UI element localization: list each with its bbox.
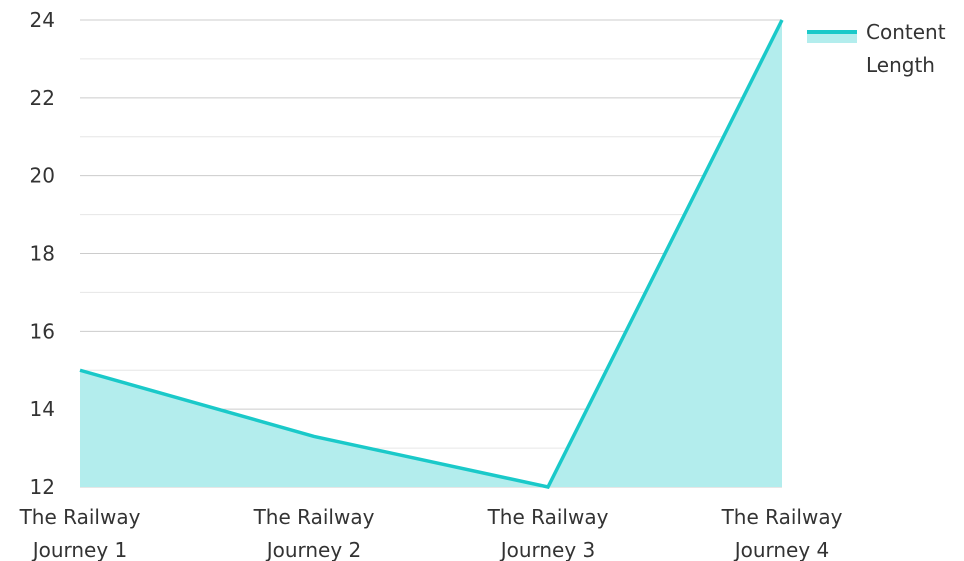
y-tick-label: 14 [30,397,55,421]
x-tick-label: Journey 3 [499,538,596,561]
x-tick-label: Journey 1 [31,538,128,561]
y-tick-label: 22 [30,86,55,110]
x-tick-label: The Railway [253,505,375,529]
x-tick-label: Journey 2 [265,538,362,561]
x-tick-label: The Railway [721,505,843,529]
y-tick-label: 16 [30,319,55,343]
y-axis: 24 22 20 18 16 14 12 [30,8,55,499]
x-tick-label: Journey 4 [733,538,830,561]
legend-label-line-1: Content [866,20,946,44]
series-line-content-length [79,19,784,489]
x-tick-label: The Railway [19,505,141,529]
legend: Content Length [807,20,946,77]
legend-swatch-fill [807,32,857,43]
y-tick-label: 12 [30,475,55,499]
y-tick-label: 18 [30,242,55,266]
y-tick-label: 20 [30,164,55,188]
x-tick-label: The Railway [487,505,609,529]
legend-label-line-2: Length [866,53,935,77]
y-tick-label: 24 [30,8,55,32]
x-axis: The Railway Journey 1 The Railway Journey 2… [19,505,843,561]
plot-area [79,19,784,489]
